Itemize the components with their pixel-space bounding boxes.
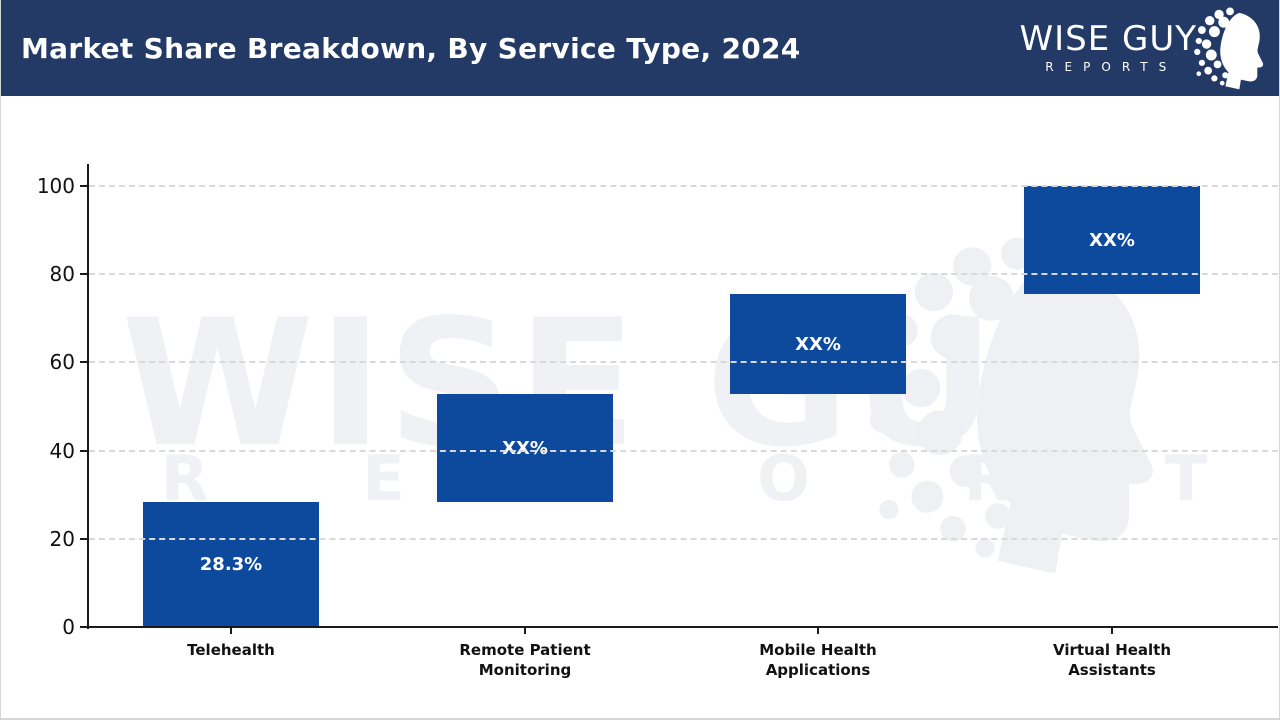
bar-value-label: XX% bbox=[795, 333, 841, 355]
x-axis-category-label: Mobile Health Applications bbox=[759, 641, 877, 679]
x-tick-mark bbox=[524, 628, 526, 634]
brand-logo: WISE GUY REPORTS bbox=[1019, 5, 1269, 91]
y-tick-mark bbox=[80, 626, 88, 628]
y-tick-label: 0 bbox=[62, 615, 75, 639]
x-tick-mark bbox=[1111, 628, 1113, 634]
x-tick-mark bbox=[817, 628, 819, 634]
bar-remote-patient-monitoring: XX% bbox=[437, 394, 613, 503]
bar-value-label: 28.3% bbox=[199, 554, 263, 576]
x-axis-category-label: Virtual Health Assistants bbox=[1052, 641, 1172, 679]
bar-mobile-health-applications: XX% bbox=[730, 294, 906, 395]
gridline bbox=[89, 361, 1278, 364]
x-axis-category-label: Remote Patient Monitoring bbox=[459, 641, 591, 679]
brand-wordmark: WISE GUY REPORTS bbox=[1019, 22, 1197, 74]
y-tick-mark bbox=[80, 273, 88, 276]
gridline bbox=[89, 185, 1278, 187]
x-axis-category-label: Telehealth bbox=[187, 641, 275, 659]
head-profile-dots-icon bbox=[1194, 7, 1264, 90]
brand-tagline: REPORTS bbox=[1045, 60, 1178, 74]
y-tick-label: 40 bbox=[49, 438, 75, 463]
y-tick-mark bbox=[80, 537, 88, 540]
gridline bbox=[89, 273, 1278, 276]
gridline bbox=[89, 537, 1278, 540]
y-tick-label: 100 bbox=[36, 174, 75, 198]
page-title: Market Share Breakdown, By Service Type,… bbox=[21, 31, 801, 65]
x-tick-mark bbox=[230, 628, 232, 634]
bar-virtual-health-assistants: XX% bbox=[1024, 186, 1200, 295]
header: Market Share Breakdown, By Service Type,… bbox=[1, 0, 1279, 96]
gridline bbox=[89, 449, 1278, 452]
bar-value-label: XX% bbox=[502, 437, 548, 459]
bar-telehealth: 28.3% bbox=[143, 502, 319, 627]
y-tick-label: 20 bbox=[49, 526, 75, 551]
brand-name: WISE GUY bbox=[1019, 19, 1197, 59]
y-tick-mark bbox=[80, 361, 88, 364]
y-tick-label: 60 bbox=[49, 350, 75, 375]
y-tick-mark bbox=[80, 449, 88, 452]
bar-value-label: XX% bbox=[1089, 229, 1135, 251]
y-tick-label: 80 bbox=[49, 262, 75, 287]
y-tick-mark bbox=[80, 185, 88, 187]
x-axis-spine bbox=[87, 626, 1278, 628]
y-axis-spine bbox=[87, 164, 89, 629]
